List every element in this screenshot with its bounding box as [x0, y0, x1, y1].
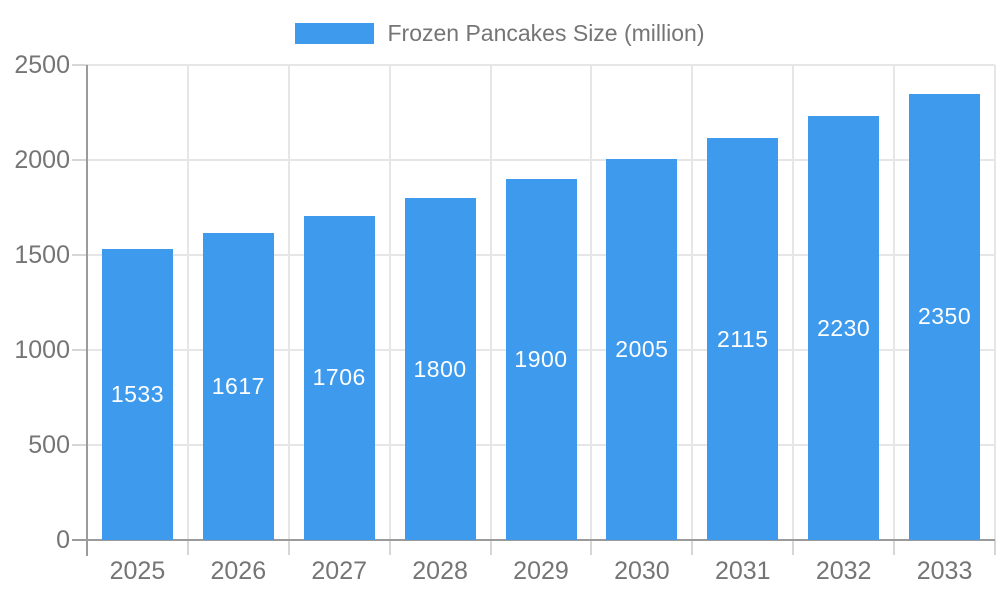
- y-axis-tick: [72, 159, 87, 161]
- bar[interactable]: 2115: [707, 138, 779, 540]
- y-axis-tick: [72, 539, 87, 541]
- bar[interactable]: 1617: [202, 232, 274, 540]
- bar-value-label: 1706: [312, 364, 366, 391]
- bar-value-label: 2115: [717, 325, 769, 352]
- gridline-v: [186, 65, 189, 540]
- x-axis-tick: [792, 540, 795, 555]
- y-tick-label: 1000: [14, 336, 70, 364]
- bar[interactable]: 1900: [505, 179, 577, 540]
- gridline-v: [792, 65, 795, 540]
- x-axis-tick: [489, 540, 492, 555]
- gridline-v: [893, 65, 896, 540]
- gridline-v: [287, 65, 290, 540]
- bar[interactable]: 1706: [303, 215, 375, 540]
- y-tick-label: 1500: [14, 241, 70, 269]
- gridline-v: [489, 65, 492, 540]
- legend-label: Frozen Pancakes Size (million): [387, 20, 705, 46]
- x-axis-tick: [691, 540, 694, 555]
- bar[interactable]: 2005: [606, 159, 678, 540]
- bar-value-label: 1900: [514, 346, 568, 372]
- bar[interactable]: 1800: [404, 198, 476, 540]
- x-axis-tick: [590, 540, 593, 555]
- gridline-v: [590, 65, 593, 540]
- bar-value-label: 2350: [917, 303, 972, 330]
- x-axis-tick: [994, 540, 996, 555]
- legend-item[interactable]: Frozen Pancakes Size (million): [0, 20, 1000, 47]
- gridline-v: [388, 65, 391, 540]
- x-tick-label: 2033: [916, 557, 973, 585]
- y-axis-tick: [72, 254, 87, 256]
- bar-value-label: 2005: [615, 336, 669, 363]
- y-axis-tick: [72, 64, 87, 66]
- bar-value-label: 2230: [817, 314, 871, 341]
- x-tick-label: 2029: [513, 557, 569, 585]
- gridline-v: [994, 65, 996, 540]
- y-axis-tick: [72, 349, 87, 351]
- gridline-h: [87, 64, 995, 66]
- x-axis-tick: [893, 540, 896, 555]
- x-tick-label: 2030: [614, 557, 670, 585]
- y-tick-label: 500: [28, 431, 70, 459]
- x-axis-tick: [186, 540, 189, 555]
- bar[interactable]: 1533: [101, 248, 173, 540]
- bar[interactable]: 2230: [808, 116, 880, 540]
- y-tick-label: 2000: [14, 146, 70, 174]
- y-axis-line: [86, 65, 88, 556]
- x-axis-tick: [86, 540, 88, 555]
- x-tick-label: 2032: [815, 557, 872, 585]
- x-axis-tick: [287, 540, 290, 555]
- x-tick-label: 2026: [210, 557, 267, 585]
- x-axis-tick: [388, 540, 391, 555]
- y-tick-label: 0: [56, 526, 70, 554]
- bar-value-label: 1617: [211, 372, 265, 399]
- x-tick-label: 2025: [109, 557, 166, 585]
- gridline-v: [691, 65, 694, 540]
- y-axis-tick: [72, 444, 87, 446]
- bar-value-label: 1533: [110, 380, 165, 407]
- legend-swatch: [295, 23, 375, 44]
- x-tick-label: 2027: [311, 557, 368, 585]
- x-tick-label: 2031: [714, 557, 771, 585]
- x-tick-label: 2028: [412, 557, 468, 585]
- bar[interactable]: 2350: [909, 93, 981, 540]
- y-tick-label: 2500: [14, 51, 70, 79]
- bar-value-label: 1800: [413, 355, 467, 382]
